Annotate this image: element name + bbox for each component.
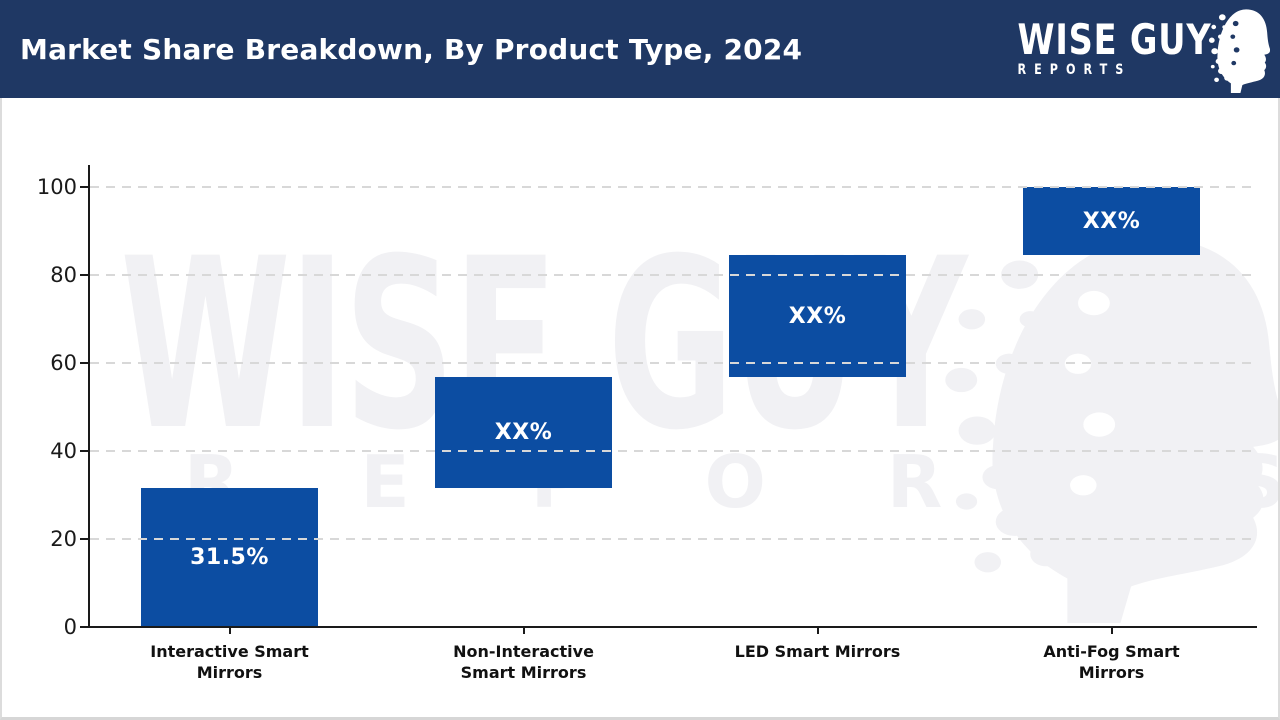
- y-tick-label: 20: [50, 527, 77, 551]
- y-axis: [88, 165, 90, 628]
- bar-value-label: XX%: [1082, 208, 1141, 234]
- y-axis-tick: [80, 362, 89, 364]
- y-axis-tick: [80, 274, 89, 276]
- brand-subtitle: REPORTS: [1017, 61, 1132, 78]
- y-axis-tick: [80, 626, 89, 628]
- bar-value-label: XX%: [788, 303, 847, 329]
- y-tick-label: 80: [50, 263, 77, 287]
- gridline: [90, 538, 1256, 540]
- bar-value-label: 31.5%: [190, 545, 269, 571]
- x-category-label: LED Smart Mirrors: [734, 642, 901, 661]
- brand-name: WISE GUY: [1017, 14, 1212, 64]
- y-tick-label: 100: [36, 175, 77, 199]
- bar-segment: [141, 488, 318, 627]
- gridline: [90, 450, 1256, 452]
- bar-segment: [435, 377, 612, 489]
- x-axis-tick: [228, 628, 231, 634]
- y-tick-label: 60: [50, 351, 77, 375]
- y-axis-tick: [80, 186, 89, 188]
- page-title: Market Share Breakdown, By Product Type,…: [20, 32, 803, 66]
- bar-segment: [1023, 187, 1200, 256]
- brand-logo: WISE GUY REPORTS: [969, 0, 1270, 98]
- gridline: [90, 186, 1256, 188]
- brand-wordmark: WISE GUY REPORTS: [1017, 14, 1212, 79]
- y-tick-label: 40: [50, 439, 77, 463]
- header-bar: Market Share Breakdown, By Product Type,…: [0, 0, 1280, 98]
- x-axis-tick: [522, 628, 525, 634]
- x-category-label: Interactive Smart Mirrors: [150, 642, 309, 682]
- y-tick-label: 0: [63, 615, 77, 639]
- gridline: [90, 274, 1256, 276]
- x-category-label: Non-Interactive Smart Mirrors: [453, 642, 594, 682]
- x-axis-tick: [1110, 628, 1113, 634]
- bar-value-label: XX%: [494, 420, 553, 446]
- watermark-face-icon: [945, 238, 1278, 623]
- x-axis-tick: [816, 628, 819, 634]
- brand-face-icon: [1208, 9, 1270, 93]
- x-category-label: Anti-Fog Smart Mirrors: [1043, 642, 1180, 682]
- y-axis-tick: [80, 450, 89, 452]
- gridline: [90, 362, 1256, 364]
- y-axis-tick: [80, 538, 89, 540]
- x-axis: [88, 626, 1257, 628]
